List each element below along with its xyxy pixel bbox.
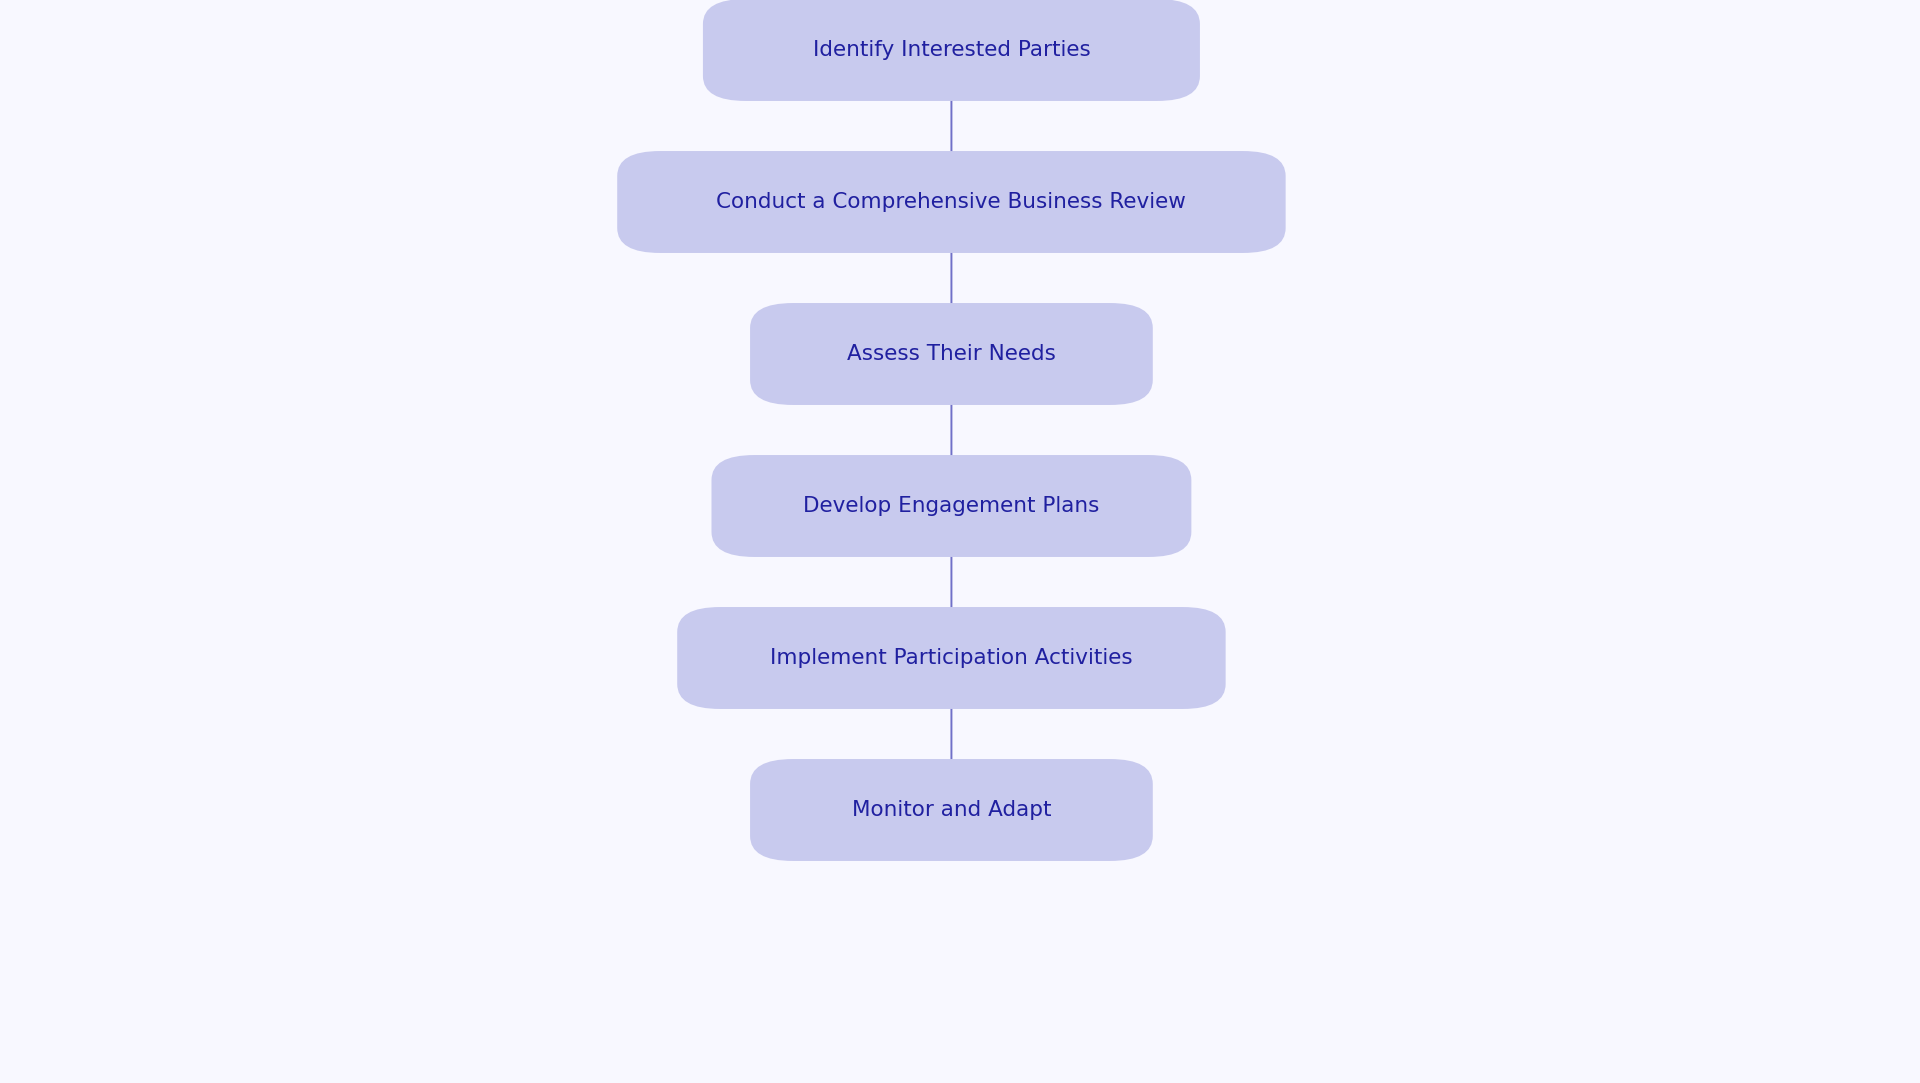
Text: Monitor and Adapt: Monitor and Adapt <box>852 800 1050 820</box>
FancyBboxPatch shape <box>751 759 1152 861</box>
Text: Conduct a Comprehensive Business Review: Conduct a Comprehensive Business Review <box>716 192 1187 212</box>
FancyBboxPatch shape <box>712 455 1190 557</box>
FancyBboxPatch shape <box>678 608 1225 709</box>
Text: Assess Their Needs: Assess Their Needs <box>847 344 1056 364</box>
FancyBboxPatch shape <box>616 151 1286 253</box>
FancyBboxPatch shape <box>703 0 1200 101</box>
Text: Implement Participation Activities: Implement Participation Activities <box>770 648 1133 668</box>
Text: Develop Engagement Plans: Develop Engagement Plans <box>803 496 1100 516</box>
Text: Identify Interested Parties: Identify Interested Parties <box>812 40 1091 60</box>
FancyBboxPatch shape <box>751 303 1152 405</box>
